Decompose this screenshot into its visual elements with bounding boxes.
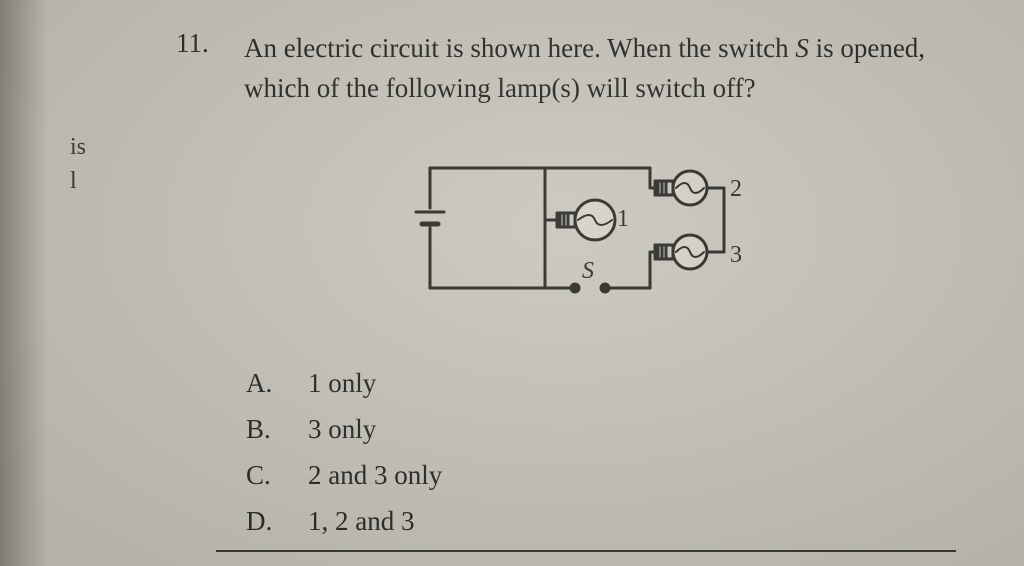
option-c: C. 2 and 3 only bbox=[246, 452, 442, 498]
option-a-text: 1 only bbox=[308, 360, 376, 406]
circuit-diagram: 1 2 3 S bbox=[390, 158, 760, 338]
fragment-2: l bbox=[70, 164, 86, 198]
answer-options: A. 1 only B. 3 only C. 2 and 3 only D. 1… bbox=[246, 360, 442, 544]
svg-text:3: 3 bbox=[730, 242, 742, 268]
circuit-svg: 1 2 3 S bbox=[390, 158, 760, 338]
option-a: A. 1 only bbox=[246, 360, 442, 406]
qtext-var-s: S bbox=[795, 33, 809, 63]
question-number: 11. bbox=[176, 28, 209, 59]
svg-text:2: 2 bbox=[730, 176, 742, 202]
svg-text:1: 1 bbox=[617, 206, 629, 232]
option-d-letter: D. bbox=[246, 498, 308, 544]
option-d-text: 1, 2 and 3 bbox=[308, 498, 414, 544]
option-c-letter: C. bbox=[246, 452, 308, 498]
option-b-text: 3 only bbox=[308, 406, 376, 452]
underline-rule bbox=[216, 550, 956, 552]
question-text: An electric circuit is shown here. When … bbox=[244, 28, 964, 108]
cropped-text-left: is l bbox=[70, 130, 86, 198]
option-b: B. 3 only bbox=[246, 406, 442, 452]
option-d: D. 1, 2 and 3 bbox=[246, 498, 442, 544]
page-edge-shadow bbox=[0, 0, 48, 566]
option-c-text: 2 and 3 only bbox=[308, 452, 442, 498]
option-b-letter: B. bbox=[246, 406, 308, 452]
option-a-letter: A. bbox=[246, 360, 308, 406]
svg-text:S: S bbox=[582, 258, 594, 284]
qtext-line1: An electric circuit is shown here. When … bbox=[244, 33, 795, 63]
fragment-1: is bbox=[70, 130, 86, 164]
